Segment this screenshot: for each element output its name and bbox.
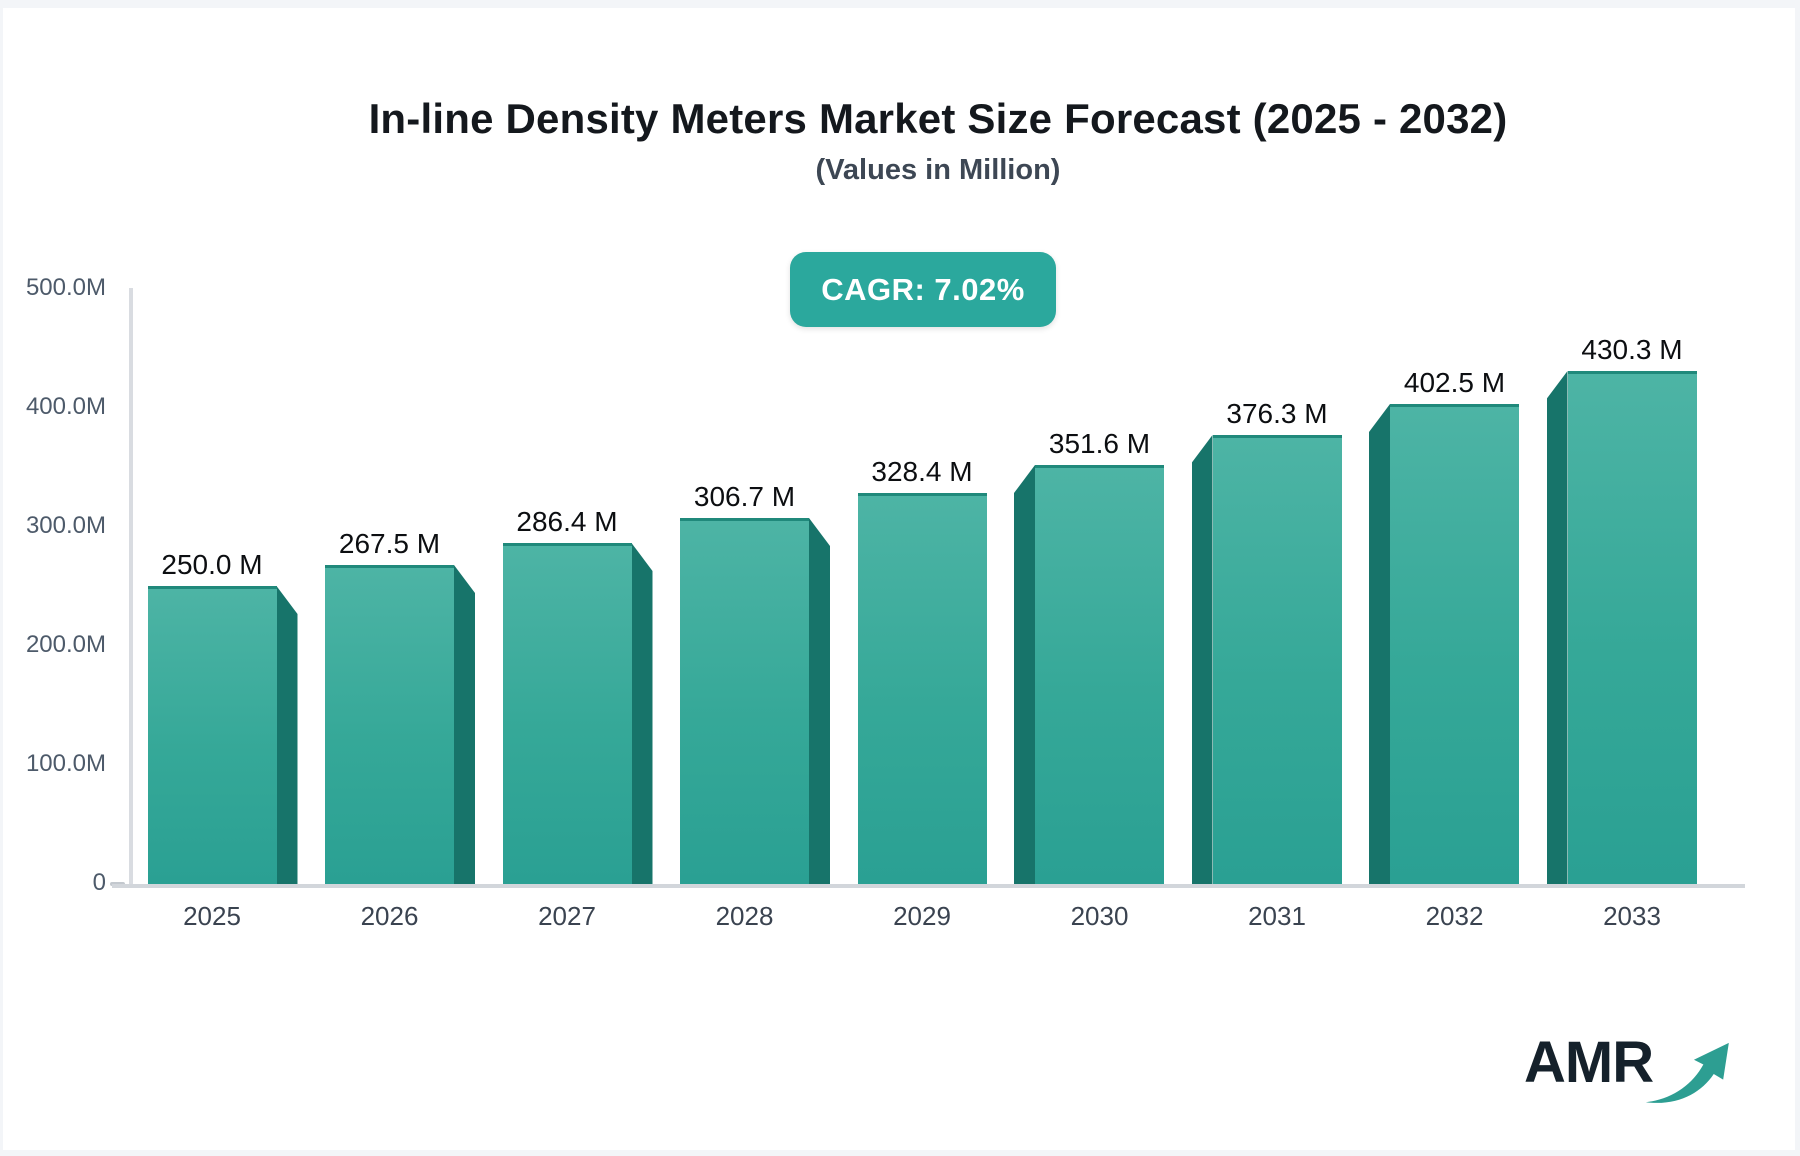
x-tick-2026: 2026 <box>360 901 419 931</box>
bar-2030[interactable] <box>1035 465 1164 884</box>
y-tick-400: 400.0M <box>25 393 106 420</box>
y-tick-0: 0 <box>92 869 106 896</box>
bar-value-label-2030: 351.6 M <box>1048 428 1151 459</box>
x-tick-2031: 2031 <box>1248 901 1306 931</box>
bar-value-label-2025: 250.0 M <box>161 549 263 580</box>
bar-value-label-2027: 286.4 M <box>516 506 618 537</box>
bar-2030-3d-side <box>1014 465 1035 884</box>
page-frame-right <box>1795 0 1800 1156</box>
bar-2027-3d-side <box>631 543 653 884</box>
bar-2025[interactable] <box>147 586 277 884</box>
bar-2025-3d-side <box>276 586 298 884</box>
chart-subtitle: (Values in Million) <box>815 154 1061 186</box>
amr-logo-text: AMR <box>1524 1030 1654 1095</box>
x-tick-2033: 2033 <box>1603 901 1661 931</box>
bar-2033-3d-side <box>1546 371 1568 884</box>
y-tick-100: 100.0M <box>25 750 106 777</box>
amr-logo: AMR <box>1524 1028 1741 1106</box>
bar-2028-3d-side <box>809 518 830 884</box>
growth-arrow-icon <box>1645 1042 1729 1103</box>
y-axis-line <box>129 288 133 886</box>
bar-value-label-2026: 267.5 M <box>338 528 441 559</box>
x-tick-2029: 2029 <box>893 901 951 931</box>
x-tick-2027: 2027 <box>538 901 596 931</box>
chart-header: In-line Density Meters Market Size Forec… <box>131 0 1745 188</box>
page-frame-left <box>0 0 3 1156</box>
bar-2027[interactable] <box>502 543 632 884</box>
x-axis-baseline <box>112 884 1745 888</box>
bar-value-label-2032: 402.5 M <box>1403 367 1506 398</box>
y-tick-500: 500.0M <box>25 274 106 301</box>
bar-2026[interactable] <box>325 565 454 884</box>
bar-2028[interactable] <box>680 518 809 884</box>
bar-value-label-2029: 328.4 M <box>871 456 973 487</box>
bar-2031[interactable] <box>1212 435 1342 884</box>
x-tick-2025: 2025 <box>183 901 241 931</box>
bar-2033[interactable] <box>1567 371 1697 884</box>
bar-2031-3d-side <box>1191 435 1213 884</box>
x-tick-2032: 2032 <box>1425 901 1484 931</box>
bar-2032[interactable] <box>1390 404 1519 884</box>
cagr-badge: CAGR: 7.02% <box>790 252 1056 327</box>
bar-2026-3d-side <box>454 565 475 884</box>
chart-title: In-line Density Meters Market Size Forec… <box>368 95 1508 142</box>
bar-2029[interactable] <box>857 493 987 884</box>
page-frame-bottom <box>0 1150 1800 1156</box>
bar-value-label-2033: 430.3 M <box>1581 334 1683 365</box>
bar-2032-3d-side <box>1369 404 1390 884</box>
y-tick-200: 200.0M <box>25 631 106 658</box>
x-tick-2028: 2028 <box>715 901 774 931</box>
x-tick-2030: 2030 <box>1070 901 1129 931</box>
bar-value-label-2031: 376.3 M <box>1226 398 1328 429</box>
y-tick-300: 300.0M <box>25 512 106 539</box>
page-frame-top <box>0 0 1800 8</box>
bar-value-label-2028: 306.7 M <box>693 481 796 512</box>
